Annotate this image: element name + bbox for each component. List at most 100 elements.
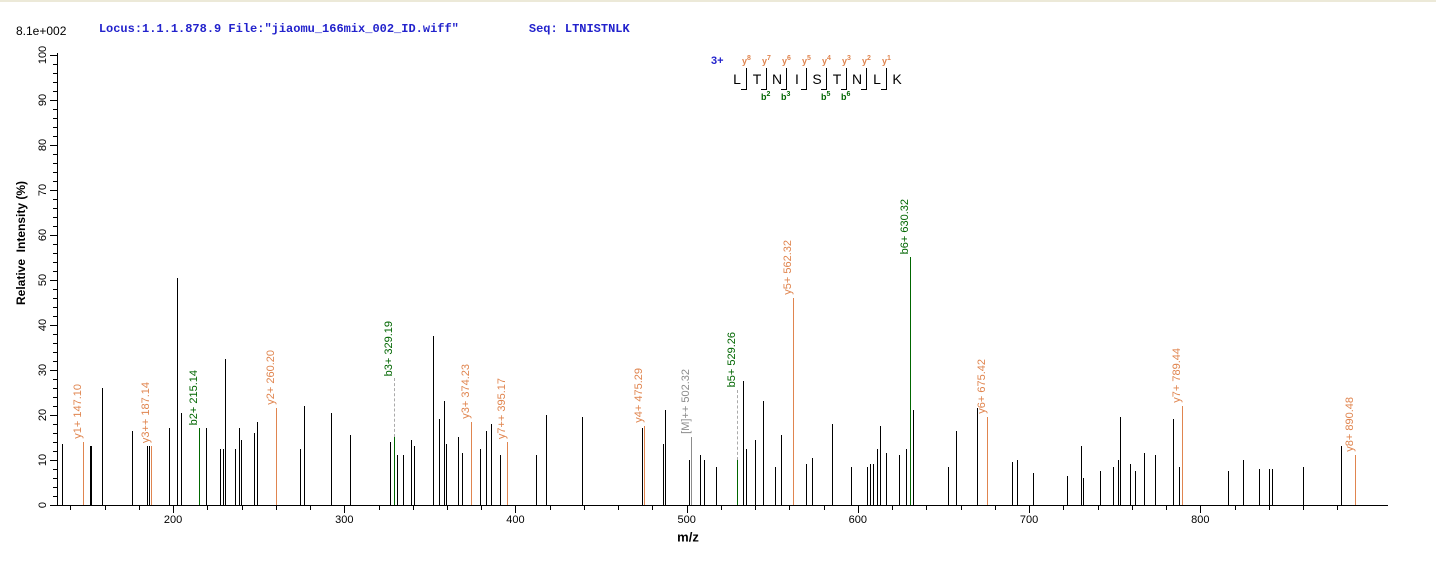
x-tick-minor [207,506,209,510]
x-tick-minor [1063,506,1065,510]
y-tick-minor [53,217,57,218]
y-tick-minor [53,487,57,488]
fragment-divider-foot [801,89,806,90]
y-tick-major [50,235,57,236]
x-tick-minor [1131,506,1133,510]
y-tick-minor [53,82,57,83]
residue: L [733,71,741,87]
peak-label: y3+ 374.23 [460,364,473,419]
y-tick-minor [53,91,57,92]
x-tick-minor [1268,506,1270,510]
y-tick-minor [53,478,57,479]
peak-label: b5+ 529.26 [725,331,738,387]
peak [1302,467,1304,505]
peak-y-ion [986,417,988,505]
peak [880,426,882,505]
fragment-divider-foot [821,89,826,90]
peak [1259,469,1261,505]
peak [832,424,834,505]
b-ion-label: b6 [841,91,851,102]
peak [1144,453,1146,505]
peak [913,410,915,505]
fragment-divider: y7 b2 [761,55,771,102]
peak [899,455,901,505]
peak [350,435,352,505]
peak-label: b3+ 329.19 [383,320,396,376]
peak [886,453,888,505]
peak [446,444,448,505]
window-top-strip [0,0,1436,2]
peak [536,455,538,505]
x-tick-label: 300 [335,514,354,526]
peak [1083,478,1084,505]
peak [414,446,416,505]
y-tick-minor [53,334,57,335]
y-tick-major [50,190,57,191]
y-ion-label: y2 [862,55,871,66]
peak [642,428,644,505]
peak-label: b2+ 215.14 [187,369,200,425]
x-tick-minor [1302,506,1304,510]
peak [439,419,441,505]
y-tick-major [50,55,57,56]
peak [397,455,399,505]
peak [775,467,776,505]
y-tick-minor [53,388,57,389]
fragment-divider: y1 [881,55,891,90]
y-tick-major [50,325,57,326]
fragment-divider-foot [741,89,746,90]
peak [948,467,950,505]
peak-label: y7+ 789.44 [1171,348,1184,403]
y-ion-label: y5 [802,55,811,66]
peak [755,440,757,505]
y-tick-minor [53,127,57,128]
residue: I [795,71,799,87]
peak [1272,469,1274,505]
peak [582,417,584,505]
fragment-divider: y3 b6 [841,55,851,102]
y-ion-label: y3 [842,55,851,66]
peak-y-ion [151,446,153,505]
peak [1135,471,1137,505]
x-tick-minor [70,506,72,510]
peak [181,413,183,505]
peak-y-ion [507,442,509,505]
peak-label: [M]++ 502.32 [679,369,692,434]
y-tick-major [50,145,57,146]
y-tick-label: 10 [37,453,49,467]
x-tick-minor [241,506,243,510]
peak-M-ion [690,437,692,505]
peak [1011,462,1013,505]
peak [253,433,255,505]
peak-y-ion [471,422,473,505]
y-tick-minor [53,172,57,173]
y-tick-minor [53,109,57,110]
peak [486,431,488,505]
peak [403,455,405,505]
x-tick-major [857,506,859,513]
peak [1155,455,1157,505]
peak [444,401,446,505]
y-tick-minor [53,271,57,272]
fragment-divider-foot [881,89,886,90]
y-tick-minor [53,118,57,119]
y-tick-minor [53,343,57,344]
x-axis-title: m/z [677,529,699,545]
peak-label: y3++ 187.14 [140,381,153,443]
y-tick-minor [53,64,57,65]
peak [206,428,208,505]
x-tick-minor [1097,506,1099,510]
y-tick-minor [53,226,57,227]
peak-b-ion [394,437,396,505]
peak [746,449,748,505]
y-ion-label: y4 [822,55,831,66]
y-tick-major [50,280,57,281]
peak [704,460,706,505]
peak [146,446,148,505]
y-tick-minor [53,154,57,155]
x-tick-label: 400 [506,514,525,526]
x-tick-minor [104,506,106,510]
peak [867,467,869,505]
peak [222,449,224,505]
